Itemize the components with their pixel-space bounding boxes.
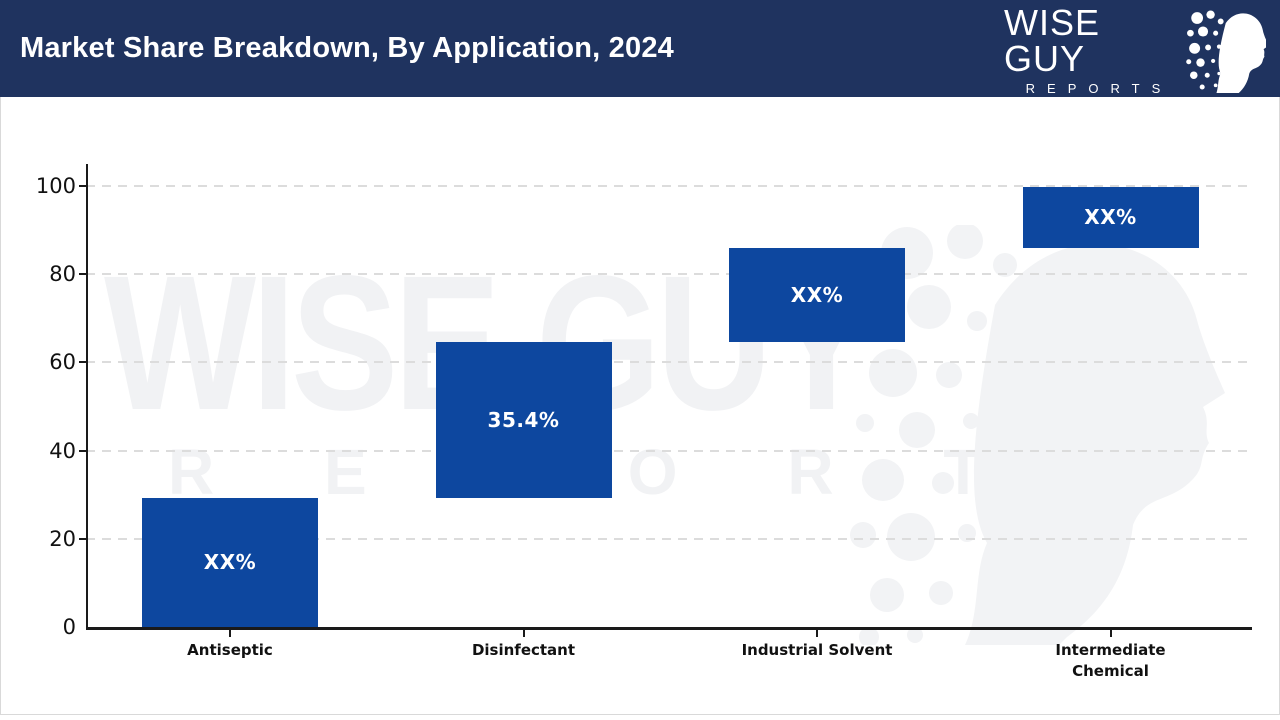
y-tick-40 xyxy=(79,449,86,452)
page-title: Market Share Breakdown, By Application, … xyxy=(20,32,674,64)
y-tick-label-0: 0 xyxy=(62,615,76,639)
logo-wordmark: WISE GUY xyxy=(1004,1,1101,79)
y-tick-label-40: 40 xyxy=(49,438,76,463)
y-axis-line xyxy=(86,164,88,629)
gridline-100 xyxy=(86,185,1248,187)
x-tick-1 xyxy=(522,630,525,637)
y-tick-80 xyxy=(79,273,86,276)
category-label: Disinfectant xyxy=(471,641,576,659)
x-tick-3 xyxy=(1109,630,1112,637)
category-label: Industrial Solvent xyxy=(741,641,893,659)
bar-disinfectant: 35.4% xyxy=(435,341,612,498)
logo-head-icon xyxy=(1186,10,1266,93)
bar-value-label: XX% xyxy=(203,550,257,575)
bar-intermediate-chemical: XX% xyxy=(1022,186,1199,248)
y-tick-100 xyxy=(79,185,86,187)
bar-value-label: 35.4% xyxy=(487,407,560,432)
y-tick-20 xyxy=(79,537,86,540)
x-tick-0 xyxy=(229,630,231,637)
y-tick-label-60: 60 xyxy=(49,350,76,375)
gridline-60 xyxy=(86,361,1248,364)
gridline-20 xyxy=(86,537,1248,540)
y-tick-label-80: 80 xyxy=(49,262,76,287)
y-tick-label-20: 20 xyxy=(49,526,76,551)
category-label: Antiseptic xyxy=(187,641,273,659)
brand-logo: WISE GUY REPORTS xyxy=(1004,1,1266,96)
x-axis-line xyxy=(86,627,1252,630)
bar-industrial-solvent: XX% xyxy=(729,247,905,342)
x-tick-2 xyxy=(816,630,818,637)
y-tick-60 xyxy=(79,361,86,364)
gridline-80 xyxy=(86,273,1248,276)
bar-antiseptic: XX% xyxy=(142,497,318,627)
category-label: Intermediate Chemical xyxy=(1055,641,1166,680)
bar-value-label: XX% xyxy=(1084,205,1137,230)
logo-subtitle: REPORTS xyxy=(1025,80,1173,96)
header-bar: Market Share Breakdown, By Application, … xyxy=(0,0,1280,97)
y-tick-label-100: 100 xyxy=(35,174,76,198)
bar-value-label: XX% xyxy=(790,282,844,307)
gridline-40 xyxy=(86,449,1248,452)
